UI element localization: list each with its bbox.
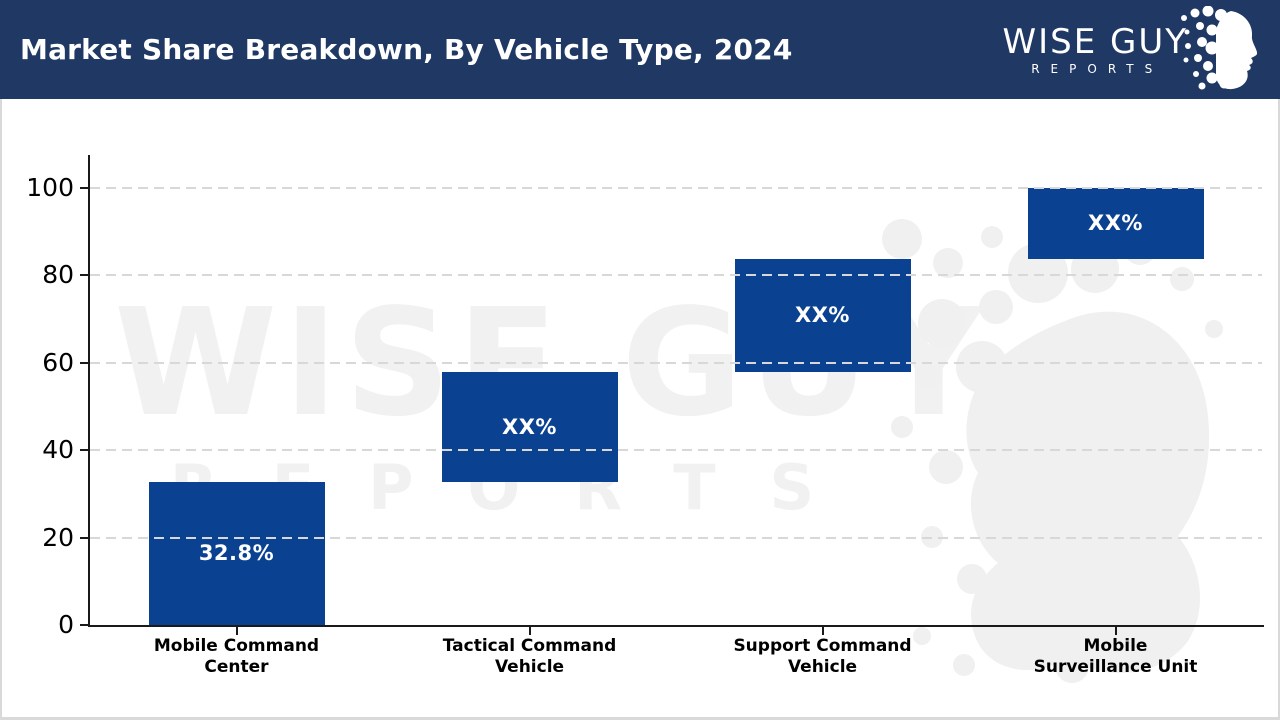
- gridline: [90, 274, 1262, 276]
- header-bar: Market Share Breakdown, By Vehicle Type,…: [0, 0, 1280, 99]
- y-tick: [80, 186, 88, 189]
- x-axis-line: [88, 625, 1264, 627]
- wiseguy-logo: WISE GUY REPORTS: [1002, 5, 1266, 94]
- x-tick: [235, 627, 238, 635]
- y-tick: [80, 361, 88, 364]
- y-tick-label: 60: [42, 347, 74, 377]
- wiseguy-face-icon: [1181, 5, 1258, 89]
- y-axis-line: [88, 155, 90, 627]
- bar-segment: 32.8%: [148, 481, 325, 625]
- gridline: [90, 186, 1262, 189]
- chart-canvas: WISE GUY REPORTS 02040608010032.8%Mobile…: [0, 99, 1280, 720]
- gridline: [90, 536, 1262, 539]
- logo-subtext: REPORTS: [1031, 61, 1164, 76]
- gridline: [90, 361, 1262, 364]
- y-tick: [80, 536, 88, 539]
- bar-segment: XX%: [441, 371, 618, 482]
- x-tick-label: Mobile Surveillance Unit: [1033, 636, 1198, 677]
- x-tick: [528, 627, 531, 635]
- x-tick-label: Mobile Command Center: [153, 636, 320, 677]
- bar-value-label: XX%: [1088, 211, 1143, 236]
- x-tick-label: Support Command Vehicle: [733, 636, 912, 677]
- page-title: Market Share Breakdown, By Vehicle Type,…: [20, 33, 793, 66]
- bar-value-label: XX%: [795, 303, 850, 328]
- logo-text-block: WISE GUY REPORTS: [1002, 24, 1188, 76]
- x-tick-label: Tactical Command Vehicle: [442, 636, 617, 677]
- y-tick-label: 20: [42, 522, 74, 552]
- x-tick: [1114, 627, 1117, 635]
- watermark-face-icon: [872, 219, 1223, 683]
- bar-segment: XX%: [734, 259, 911, 372]
- bar-value-label: XX%: [502, 414, 557, 439]
- logo-wordmark: WISE GUY: [1002, 21, 1188, 62]
- y-tick: [80, 449, 88, 451]
- y-tick-label: 100: [26, 172, 74, 202]
- y-tick: [80, 274, 88, 276]
- y-tick-label: 0: [58, 610, 74, 639]
- bar-value-label: 32.8%: [198, 541, 275, 566]
- y-tick: [80, 624, 88, 626]
- x-tick: [821, 627, 824, 635]
- bar-segment: XX%: [1027, 187, 1204, 260]
- y-tick-label: 80: [42, 260, 74, 289]
- y-tick-label: 40: [42, 435, 74, 464]
- gridline: [90, 449, 1262, 451]
